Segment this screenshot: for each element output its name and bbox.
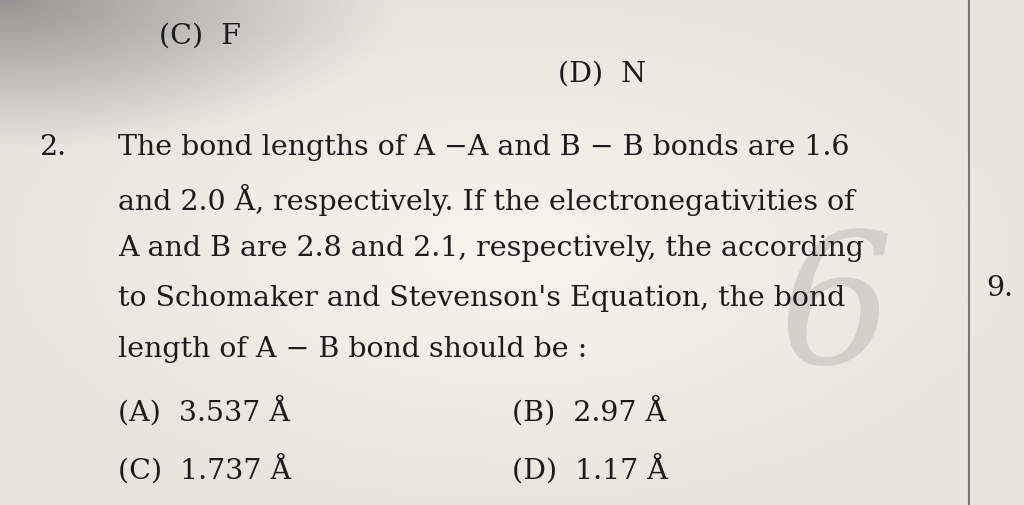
Text: 9.: 9.	[986, 275, 1013, 302]
Text: The bond lengths of A −A and B − B bonds are 1.6: The bond lengths of A −A and B − B bonds…	[118, 134, 849, 161]
Text: to Schomaker and Stevenson's Equation, the bond: to Schomaker and Stevenson's Equation, t…	[118, 285, 845, 312]
Text: and 2.0 Å, respectively. If the electronegativities of: and 2.0 Å, respectively. If the electron…	[118, 184, 854, 217]
Text: 2.: 2.	[39, 134, 66, 161]
Text: (C)  1.737 Å: (C) 1.737 Å	[118, 454, 291, 485]
Text: (B)  2.97 Å: (B) 2.97 Å	[512, 396, 667, 427]
Text: (A)  3.537 Å: (A) 3.537 Å	[118, 396, 290, 427]
Text: 6: 6	[778, 225, 893, 401]
Text: (C)  F: (C) F	[159, 23, 241, 49]
Text: (D)  N: (D) N	[558, 61, 646, 87]
Text: (D)  1.17 Å: (D) 1.17 Å	[512, 454, 668, 485]
Text: length of A − B bond should be :: length of A − B bond should be :	[118, 336, 587, 363]
Text: A and B are 2.8 and 2.1, respectively, the according: A and B are 2.8 and 2.1, respectively, t…	[118, 235, 864, 262]
